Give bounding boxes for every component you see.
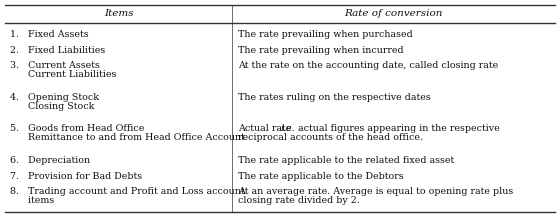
Text: Remittance to and from Head Office Account: Remittance to and from Head Office Accou… [10,134,245,143]
Text: 7.   Provision for Bad Debts: 7. Provision for Bad Debts [10,172,142,181]
Text: 5.   Goods from Head Office: 5. Goods from Head Office [10,124,144,133]
Text: 1.   Fixed Assets: 1. Fixed Assets [10,30,88,39]
Text: Actual rate: Actual rate [239,124,295,133]
Text: At the rate on the accounting date, called closing rate: At the rate on the accounting date, call… [239,61,498,70]
Text: The rate prevailing when purchased: The rate prevailing when purchased [239,30,413,39]
Text: At an average rate. Average is equal to opening rate plus: At an average rate. Average is equal to … [239,187,514,196]
Text: Closing Stock: Closing Stock [10,102,95,111]
Text: Current Liabilities: Current Liabilities [10,70,116,79]
Text: items: items [10,196,54,205]
Text: Rate of conversion: Rate of conversion [344,9,443,18]
Text: 2.   Fixed Liabilities: 2. Fixed Liabilities [10,46,105,55]
Text: closing rate divided by 2.: closing rate divided by 2. [239,196,360,205]
Text: Items: Items [104,9,133,18]
Text: 4.   Opening Stock: 4. Opening Stock [10,93,99,102]
Text: The rate applicable to the Debtors: The rate applicable to the Debtors [239,172,404,181]
Text: actual figures appearing in the respective: actual figures appearing in the respecti… [295,124,500,133]
Text: 8.   Trading account and Profit and Loss account: 8. Trading account and Profit and Loss a… [10,187,245,196]
Text: The rate prevailing when incurred: The rate prevailing when incurred [239,46,404,55]
Text: The rates ruling on the respective dates: The rates ruling on the respective dates [239,93,431,102]
Text: reciprocal accounts of the head office.: reciprocal accounts of the head office. [239,134,423,143]
Text: 6.   Depreciation: 6. Depreciation [10,156,90,165]
Text: 3.   Current Assets: 3. Current Assets [10,61,100,70]
Text: i.e.: i.e. [281,124,296,133]
Text: The rate applicable to the related fixed asset: The rate applicable to the related fixed… [239,156,455,165]
